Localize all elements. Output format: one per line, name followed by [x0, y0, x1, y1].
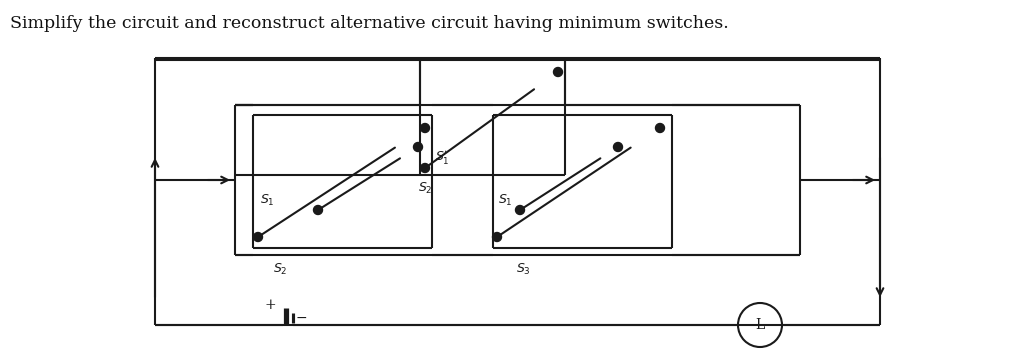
Circle shape: [655, 124, 665, 132]
Text: $S_2$: $S_2$: [273, 262, 288, 277]
Text: $S_1'$: $S_1'$: [435, 148, 450, 166]
Circle shape: [613, 143, 623, 151]
Text: $S_1$: $S_1$: [260, 193, 274, 208]
Circle shape: [414, 143, 423, 151]
Circle shape: [554, 68, 562, 76]
Text: L: L: [756, 318, 765, 332]
Circle shape: [515, 206, 524, 214]
Circle shape: [493, 233, 502, 241]
Text: $S_1$: $S_1$: [498, 193, 513, 208]
Text: +: +: [264, 298, 275, 312]
Text: Simplify the circuit and reconstruct alternative circuit having minimum switches: Simplify the circuit and reconstruct alt…: [10, 15, 729, 32]
Circle shape: [421, 163, 429, 172]
Text: $S_3$: $S_3$: [516, 262, 530, 277]
Text: −: −: [296, 311, 307, 325]
Text: $S_2$: $S_2$: [418, 181, 432, 196]
Circle shape: [254, 233, 262, 241]
Circle shape: [421, 124, 429, 132]
Circle shape: [313, 206, 323, 214]
